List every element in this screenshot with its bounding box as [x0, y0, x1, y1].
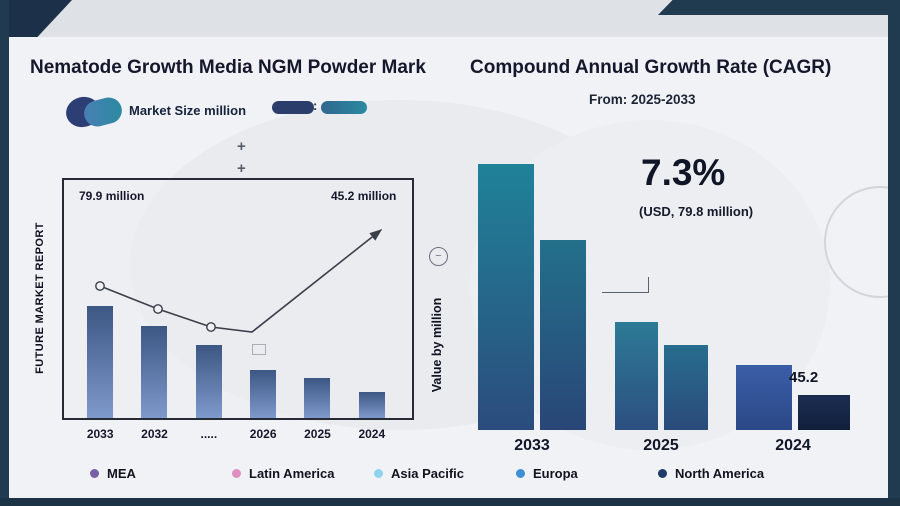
legend-dot-icon [374, 469, 383, 478]
legend-item: Latin America [232, 466, 374, 481]
pill-separator: : [313, 98, 318, 113]
page-title-right: Compound Annual Growth Rate (CAGR) [470, 57, 832, 78]
bar-group-bars [478, 163, 586, 430]
bar-slot [345, 300, 399, 418]
x-axis-label: 2024 [358, 427, 386, 441]
legend-label: MEA [107, 466, 136, 481]
bottom-edge-band [0, 498, 900, 506]
bar [798, 395, 850, 430]
x-axis-label: 2033 [514, 437, 550, 454]
legend-label: Europa [533, 466, 578, 481]
left-chart-annotation-end: 45.2 million [331, 189, 397, 203]
bar-group-bars [736, 163, 850, 430]
x-axis-label: 2024 [775, 437, 811, 454]
legend-dot-icon [232, 469, 241, 478]
right-chart-y-axis-label: Value by million [430, 297, 444, 393]
x-axis-label: 2025 [304, 427, 331, 441]
bracket-decoration [602, 277, 649, 293]
legend-item: Asia Pacific [374, 466, 516, 481]
bar-group-bars [614, 163, 708, 430]
legend-label: North America [675, 466, 765, 481]
minus-glyph: − [435, 250, 442, 262]
right-chart: 2033 2025 2024 [478, 163, 850, 455]
legend-dot-icon [90, 469, 99, 478]
pill-decoration-dark [272, 101, 314, 114]
legend-item: MEA [90, 466, 232, 481]
region-legend: MEA Latin America Asia Pacific Europa North … [90, 466, 800, 481]
bar-group: 2033 [478, 163, 586, 455]
bar [358, 392, 385, 418]
left-chart-y-axis-label: FUTURE MARKET REPORT [34, 222, 46, 374]
bar [614, 321, 658, 430]
bar-group: 2024 [736, 163, 850, 455]
plus-icon: + [237, 160, 246, 177]
market-size-icon [62, 93, 125, 131]
bar [736, 364, 792, 430]
bar-slot [127, 300, 181, 418]
legend-label: Latin America [249, 466, 335, 481]
bar [478, 163, 534, 430]
left-edge-band [0, 0, 9, 506]
bar-slot [73, 300, 127, 418]
x-axis-label: 2025 [643, 437, 679, 454]
legend-item: Europa [516, 466, 658, 481]
plus-icon: + [237, 138, 246, 155]
page-title-left: Nematode Growth Media NGM Powder Mark [30, 57, 426, 78]
bar-group: 2025 [614, 163, 708, 455]
bar [540, 239, 586, 430]
left-chart-annotation-start: 79.9 million [79, 189, 145, 203]
legend-label: Asia Pacific [391, 466, 464, 481]
cagr-value: 7.3% [641, 152, 726, 193]
bar-slot [290, 300, 344, 418]
cagr-caption: (USD, 79.8 million) [639, 204, 754, 219]
x-axis-label: 2026 [249, 427, 277, 441]
bar [141, 326, 168, 418]
bar-slot [236, 300, 290, 418]
right-chart-value-label: 45.2 [789, 369, 819, 386]
market-size-label: Market Size million [129, 103, 247, 118]
bar [87, 305, 114, 418]
legend-dot-icon [516, 469, 525, 478]
legend-item: North America [658, 466, 800, 481]
pill-decoration-teal [321, 101, 367, 114]
date-range: From: 2025-2033 [589, 92, 696, 107]
bar-slot [182, 300, 236, 418]
legend-dot-icon [658, 469, 667, 478]
bar [250, 370, 277, 418]
x-axis-label: 2033 [86, 427, 114, 441]
left-chart-x-axis-labels: 2033 2032..... 2026 2025 2024 [73, 427, 399, 441]
circle-minus-icon: − [429, 247, 448, 266]
bar [663, 344, 708, 430]
bar [195, 345, 222, 418]
left-chart-bars [73, 300, 399, 418]
bar [304, 378, 331, 418]
right-edge-band [888, 0, 900, 506]
corner-decoration-top-right [658, 0, 900, 15]
x-axis-label: 2032 [141, 427, 168, 441]
x-axis-label: ..... [200, 427, 218, 441]
